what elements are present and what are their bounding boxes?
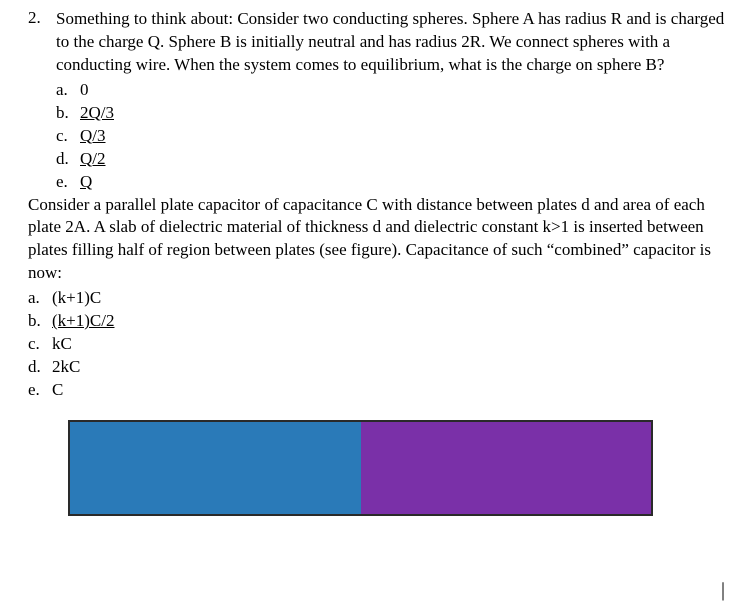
option-item: e. Q — [56, 171, 741, 194]
option-text: 2kC — [52, 356, 741, 379]
capacitor-figure — [68, 420, 653, 516]
option-text: 0 — [80, 79, 741, 102]
option-text: Q/2 — [80, 148, 741, 171]
option-letter: c. — [56, 125, 80, 148]
option-item: a. (k+1)C — [28, 287, 741, 310]
question-2: Consider a parallel plate capacitor of c… — [28, 194, 741, 402]
option-item: d. Q/2 — [56, 148, 741, 171]
option-letter: d. — [56, 148, 80, 171]
option-letter: e. — [28, 379, 52, 402]
question-1: 2. Something to think about: Consider tw… — [28, 8, 741, 402]
option-letter: a. — [28, 287, 52, 310]
option-text: (k+1)C/2 — [52, 310, 741, 333]
question-1-options: a. 0 b. 2Q/3 c. Q/3 d. Q/2 e. Q — [56, 79, 741, 194]
option-letter: b. — [28, 310, 52, 333]
capacitor-left-plate — [70, 422, 361, 514]
option-text: kC — [52, 333, 741, 356]
option-item: a. 0 — [56, 79, 741, 102]
option-letter: a. — [56, 79, 80, 102]
option-text: 2Q/3 — [80, 102, 741, 125]
option-letter: e. — [56, 171, 80, 194]
option-text: C — [52, 379, 741, 402]
text-cursor: | — [721, 579, 725, 602]
option-letter: c. — [28, 333, 52, 356]
option-item: b. (k+1)C/2 — [28, 310, 741, 333]
option-text: Q — [80, 171, 741, 194]
question-2-text: Consider a parallel plate capacitor of c… — [28, 194, 741, 286]
option-letter: b. — [56, 102, 80, 125]
option-text: Q/3 — [80, 125, 741, 148]
question-1-text: Something to think about: Consider two c… — [56, 8, 741, 77]
option-item: b. 2Q/3 — [56, 102, 741, 125]
question-2-options: a. (k+1)C b. (k+1)C/2 c. kC d. 2kC e. — [28, 287, 741, 402]
option-item: e. C — [28, 379, 741, 402]
capacitor-dielectric — [361, 422, 652, 514]
option-text: (k+1)C — [52, 287, 741, 310]
question-1-content: Something to think about: Consider two c… — [56, 8, 741, 402]
option-item: d. 2kC — [28, 356, 741, 379]
option-item: c. kC — [28, 333, 741, 356]
option-item: c. Q/3 — [56, 125, 741, 148]
option-letter: d. — [28, 356, 52, 379]
